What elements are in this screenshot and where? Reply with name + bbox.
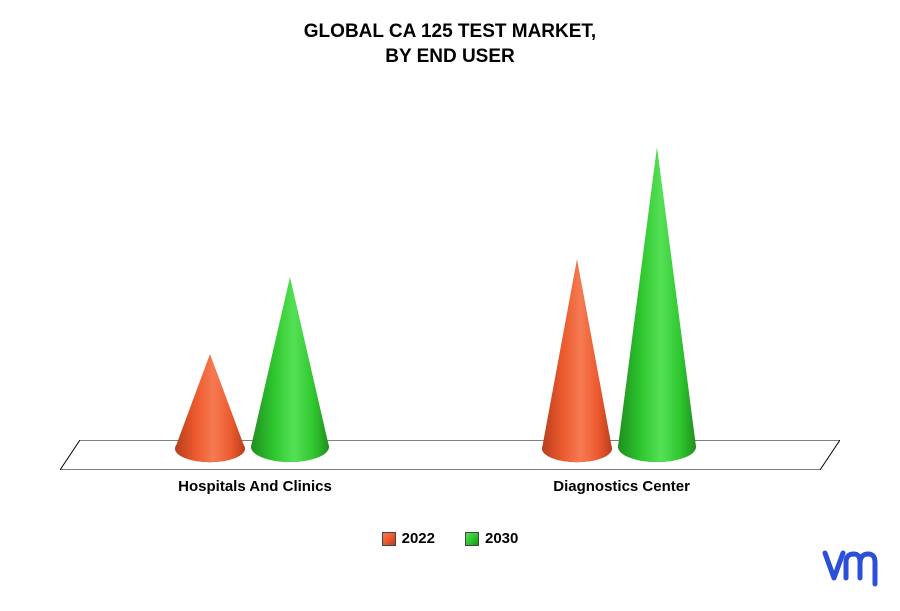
cone-hospitals-and-clinics-2030 [250,276,330,464]
legend-swatch [465,532,479,546]
legend-label: 2030 [485,530,518,547]
legend: 2022 2030 [0,530,900,547]
title-line1: GLOBAL CA 125 TEST MARKET, [0,20,900,45]
legend-item-2022: 2022 [382,530,435,547]
chart-area [60,110,840,470]
axis-labels: Hospitals And Clinics Diagnostics Center [60,478,840,502]
axis-label: Hospitals And Clinics [178,478,332,495]
title-line2: BY END USER [0,45,900,70]
cone-diagnostics-center-2030 [617,146,697,464]
legend-swatch [382,532,396,546]
cone-hospitals-and-clinics-2022 [174,353,246,464]
legend-label: 2022 [402,530,435,547]
cone-diagnostics-center-2022 [541,258,613,464]
legend-item-2030: 2030 [465,530,518,547]
chart-title: GLOBAL CA 125 TEST MARKET, BY END USER [0,0,900,69]
logo [822,548,882,593]
axis-label: Diagnostics Center [553,478,690,495]
